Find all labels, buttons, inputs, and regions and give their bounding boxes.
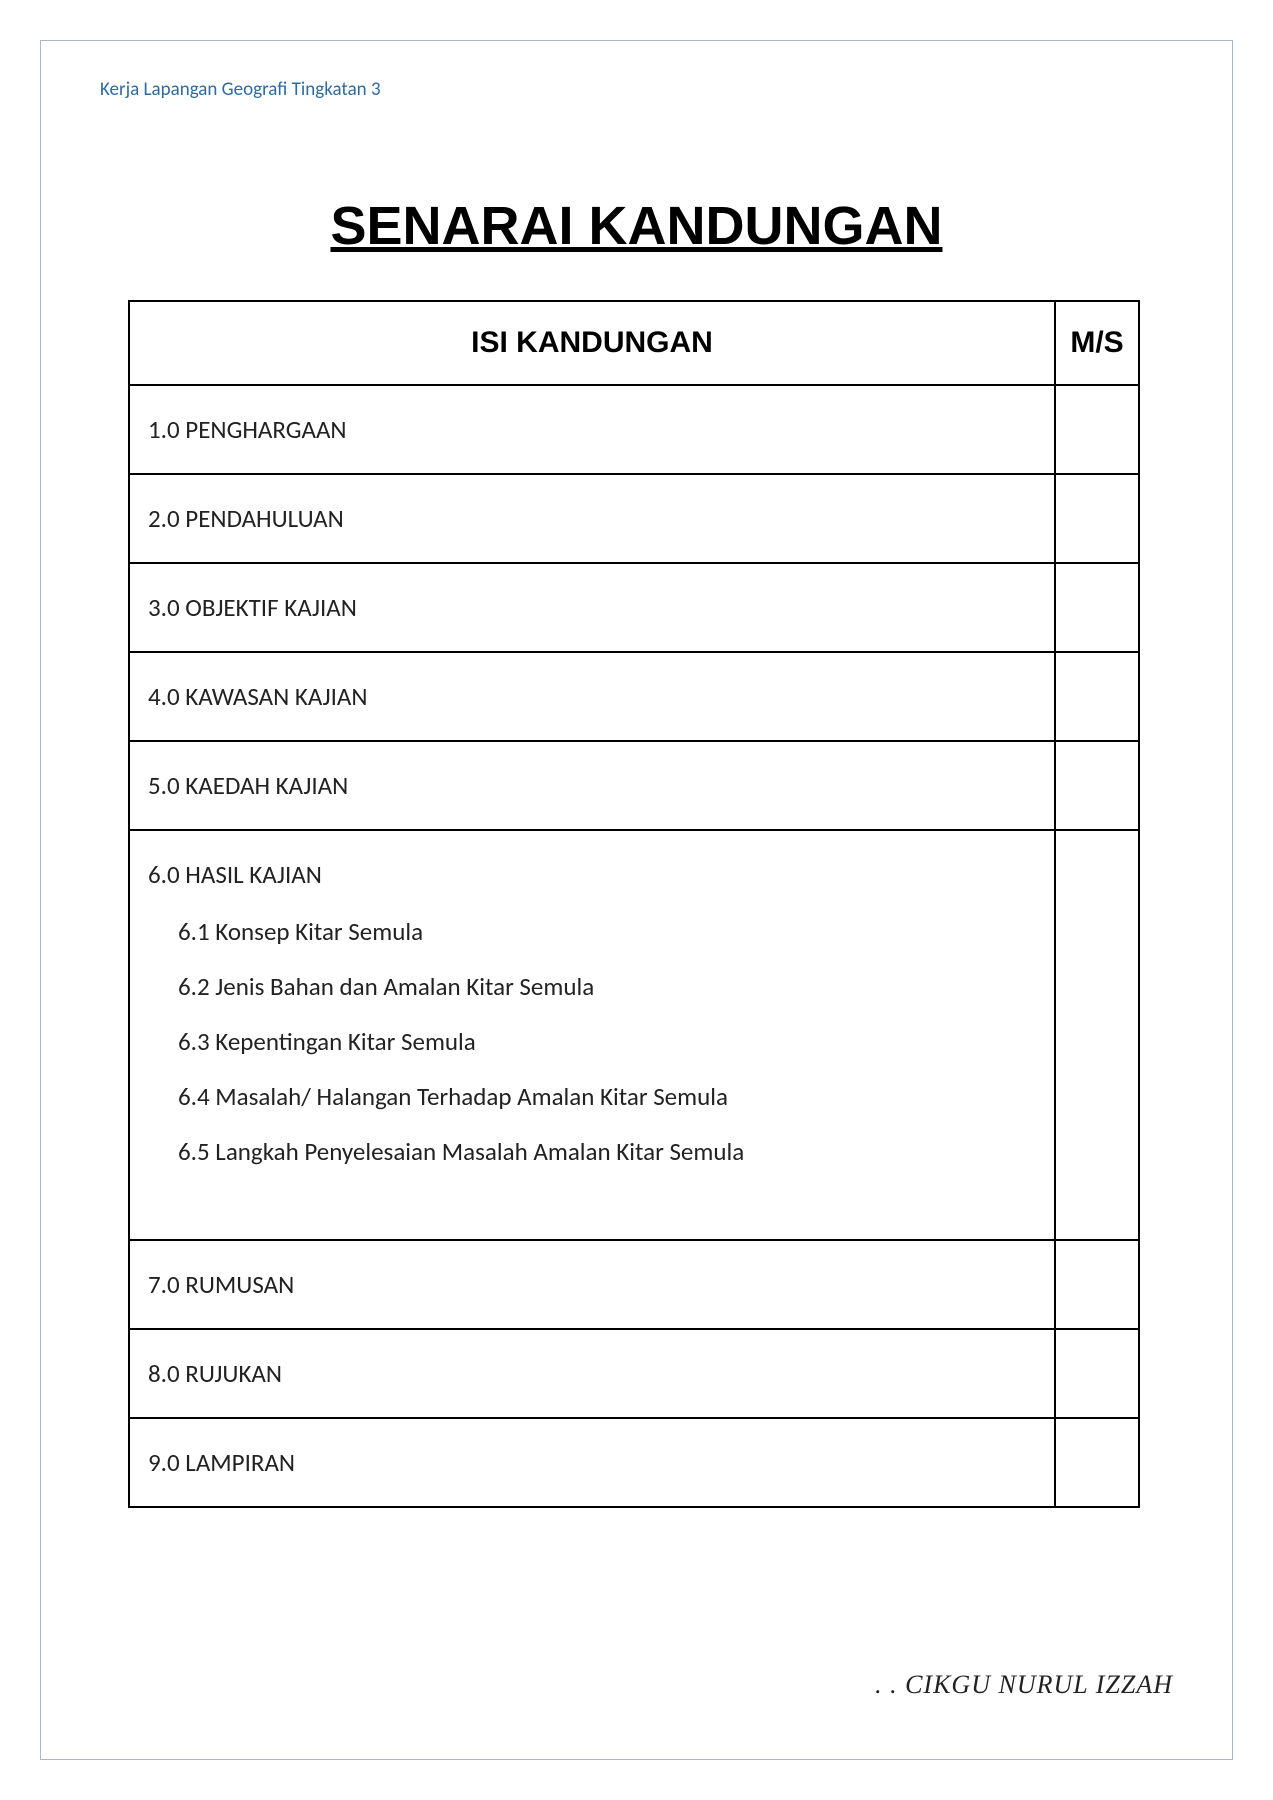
- table-row: 3.0 OBJEKTIF KAJIAN: [129, 563, 1139, 652]
- toc-page: [1055, 1329, 1139, 1418]
- col-header-content: ISI KANDUNGAN: [129, 301, 1055, 385]
- toc-page: [1055, 563, 1139, 652]
- toc-page: [1055, 830, 1139, 1240]
- table-row: 2.0 PENDAHULUAN: [129, 474, 1139, 563]
- table-row: 7.0 RUMUSAN: [129, 1240, 1139, 1329]
- footer-signature: . . CIKGU NURUL IZZAH: [875, 1670, 1173, 1700]
- toc-item: 1.0 PENGHARGAAN: [129, 385, 1055, 474]
- table-header-row: ISI KANDUNGAN M/S: [129, 301, 1139, 385]
- table-row: 1.0 PENGHARGAAN: [129, 385, 1139, 474]
- toc-page: [1055, 385, 1139, 474]
- toc-item: 7.0 RUMUSAN: [129, 1240, 1055, 1329]
- toc-item: 4.0 KAWASAN KAJIAN: [129, 652, 1055, 741]
- toc-sub-item: 6.2 Jenis Bahan dan Amalan Kitar Semula: [178, 959, 1036, 1014]
- toc-sub-item: 6.1 Konsep Kitar Semula: [178, 904, 1036, 959]
- table-row: 4.0 KAWASAN KAJIAN: [129, 652, 1139, 741]
- document-header: Kerja Lapangan Geografi Tingkatan 3: [100, 78, 381, 101]
- toc-page: [1055, 652, 1139, 741]
- toc-sub-list: 6.1 Konsep Kitar Semula 6.2 Jenis Bahan …: [148, 890, 1036, 1179]
- toc-table: ISI KANDUNGAN M/S 1.0 PENGHARGAAN 2.0 PE…: [128, 300, 1140, 1508]
- toc-sub-item: 6.4 Masalah/ Halangan Terhadap Amalan Ki…: [178, 1069, 1036, 1124]
- toc-item: 2.0 PENDAHULUAN: [129, 474, 1055, 563]
- toc-page: [1055, 1418, 1139, 1507]
- toc-item: 6.0 HASIL KAJIAN 6.1 Konsep Kitar Semula…: [129, 830, 1055, 1240]
- toc-page: [1055, 474, 1139, 563]
- table-row: 8.0 RUJUKAN: [129, 1329, 1139, 1418]
- table-row: 5.0 KAEDAH KAJIAN: [129, 741, 1139, 830]
- col-header-page: M/S: [1055, 301, 1139, 385]
- toc-item: 3.0 OBJEKTIF KAJIAN: [129, 563, 1055, 652]
- page-title: SENARAI KANDUNGAN: [0, 195, 1273, 257]
- toc-item: 5.0 KAEDAH KAJIAN: [129, 741, 1055, 830]
- toc-item: 8.0 RUJUKAN: [129, 1329, 1055, 1418]
- toc-sub-item: 6.3 Kepentingan Kitar Semula: [178, 1014, 1036, 1069]
- toc-item-label: 6.0 HASIL KAJIAN: [148, 859, 1036, 890]
- toc-page: [1055, 741, 1139, 830]
- table-row: 6.0 HASIL KAJIAN 6.1 Konsep Kitar Semula…: [129, 830, 1139, 1240]
- table-row: 9.0 LAMPIRAN: [129, 1418, 1139, 1507]
- toc-item: 9.0 LAMPIRAN: [129, 1418, 1055, 1507]
- toc-sub-item: 6.5 Langkah Penyelesaian Masalah Amalan …: [178, 1124, 1036, 1179]
- toc-page: [1055, 1240, 1139, 1329]
